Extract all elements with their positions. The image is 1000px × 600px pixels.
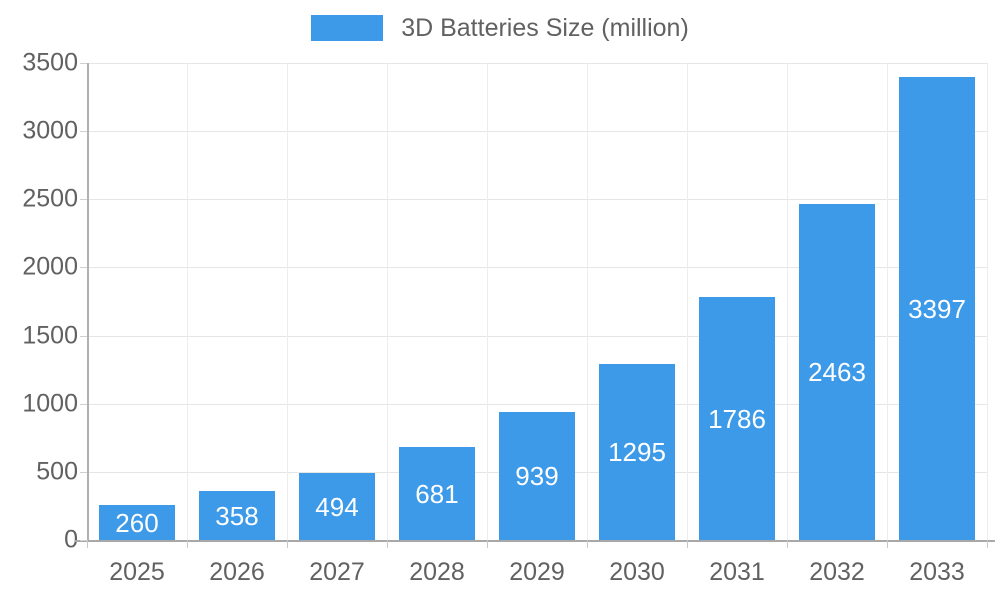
bar-value-label: 494 xyxy=(315,491,359,522)
x-axis-tick-mark xyxy=(87,540,88,548)
bar-2032[interactable]: 2463 xyxy=(799,204,875,540)
gridline-horizontal xyxy=(87,131,987,132)
x-axis-tick-mark xyxy=(387,540,388,548)
bar-2027[interactable]: 494 xyxy=(299,473,375,540)
legend-color-swatch-icon[interactable] xyxy=(311,15,384,41)
y-axis-tick-label: 0 xyxy=(64,525,78,554)
chart-legend: 3D Batteries Size (million) xyxy=(0,10,1000,46)
y-axis-tick-label: 1500 xyxy=(22,321,78,350)
gridline-vertical xyxy=(687,63,688,540)
y-axis-tick-mark xyxy=(80,540,87,541)
bar-2031[interactable]: 1786 xyxy=(699,297,775,540)
x-axis-tick-mark xyxy=(187,540,188,548)
y-axis-tick-label: 2000 xyxy=(22,252,78,281)
bar-2026[interactable]: 358 xyxy=(199,491,275,540)
x-axis-tick-mark xyxy=(587,540,588,548)
gridline-horizontal xyxy=(87,63,987,64)
x-axis-tick-mark xyxy=(687,540,688,548)
gridline-vertical xyxy=(787,63,788,540)
x-axis-tick-label-2025: 2025 xyxy=(109,558,165,586)
bar-value-label: 681 xyxy=(415,478,459,509)
gridline-horizontal xyxy=(87,404,987,405)
x-axis-tick-mark xyxy=(887,540,888,548)
x-axis-tick-label-2032: 2032 xyxy=(809,558,865,586)
bar-value-label: 2463 xyxy=(808,357,866,387)
bar-2029[interactable]: 939 xyxy=(499,412,575,540)
y-axis-tick-mark xyxy=(80,267,87,268)
x-axis-tick-mark xyxy=(487,540,488,548)
gridline-vertical xyxy=(487,63,488,540)
y-axis-tick-mark xyxy=(80,199,87,200)
y-axis-tick-label: 1000 xyxy=(22,389,78,418)
y-axis-tick-label: 2500 xyxy=(22,184,78,213)
y-axis-tick-mark xyxy=(80,336,87,337)
y-axis-tick-label: 3500 xyxy=(22,48,78,77)
gridline-vertical xyxy=(987,63,988,540)
gridline-vertical xyxy=(287,63,288,540)
y-axis-tick-label: 500 xyxy=(36,457,78,486)
bar-value-label: 260 xyxy=(115,507,159,538)
gridline-vertical xyxy=(387,63,388,540)
y-axis-tick-mark xyxy=(80,131,87,132)
x-axis-tick-mark xyxy=(787,540,788,548)
gridline-horizontal xyxy=(87,267,987,268)
y-axis-tick-label: 3000 xyxy=(22,116,78,145)
gridline-horizontal xyxy=(87,336,987,337)
gridline-vertical xyxy=(587,63,588,540)
bar-value-label: 3397 xyxy=(908,293,966,324)
plot-area xyxy=(87,63,988,541)
y-axis-tick-mark xyxy=(80,63,87,64)
x-axis-tick-mark xyxy=(287,540,288,548)
x-axis-tick-label-2028: 2028 xyxy=(409,558,465,586)
x-axis-tick-label-2027: 2027 xyxy=(309,558,365,586)
x-axis-tick-label-2030: 2030 xyxy=(609,558,665,586)
x-axis-tick-label-2031: 2031 xyxy=(709,558,765,586)
gridline-vertical xyxy=(887,63,888,540)
x-axis-line xyxy=(75,540,995,542)
gridline-horizontal xyxy=(87,199,987,200)
bar-2028[interactable]: 681 xyxy=(399,447,475,540)
bar-value-label: 1786 xyxy=(708,403,766,434)
x-axis-tick-label-2029: 2029 xyxy=(509,558,565,586)
x-axis-tick-label-2026: 2026 xyxy=(209,558,265,586)
y-axis-tick-mark xyxy=(80,404,87,405)
bar-2030[interactable]: 1295 xyxy=(599,364,675,540)
y-axis-line xyxy=(87,63,89,541)
bar-value-label: 939 xyxy=(515,461,559,491)
bar-2033[interactable]: 3397 xyxy=(899,77,975,540)
legend-item-label: 3D Batteries Size (million) xyxy=(401,13,689,42)
y-axis: 0 500 1000 1500 2000 2500 3000 3500 xyxy=(0,0,78,600)
y-axis-tick-mark xyxy=(80,472,87,473)
bar-value-label: 358 xyxy=(215,500,259,531)
gridline-vertical xyxy=(187,63,188,540)
bar-2025[interactable]: 260 xyxy=(99,505,175,540)
x-axis-tick-label-2033: 2033 xyxy=(909,558,965,586)
bar-value-label: 1295 xyxy=(608,437,666,467)
legend-item-3d-batteries-size[interactable]: 3D Batteries Size (million) xyxy=(311,15,689,41)
x-axis-tick-mark xyxy=(987,540,988,548)
